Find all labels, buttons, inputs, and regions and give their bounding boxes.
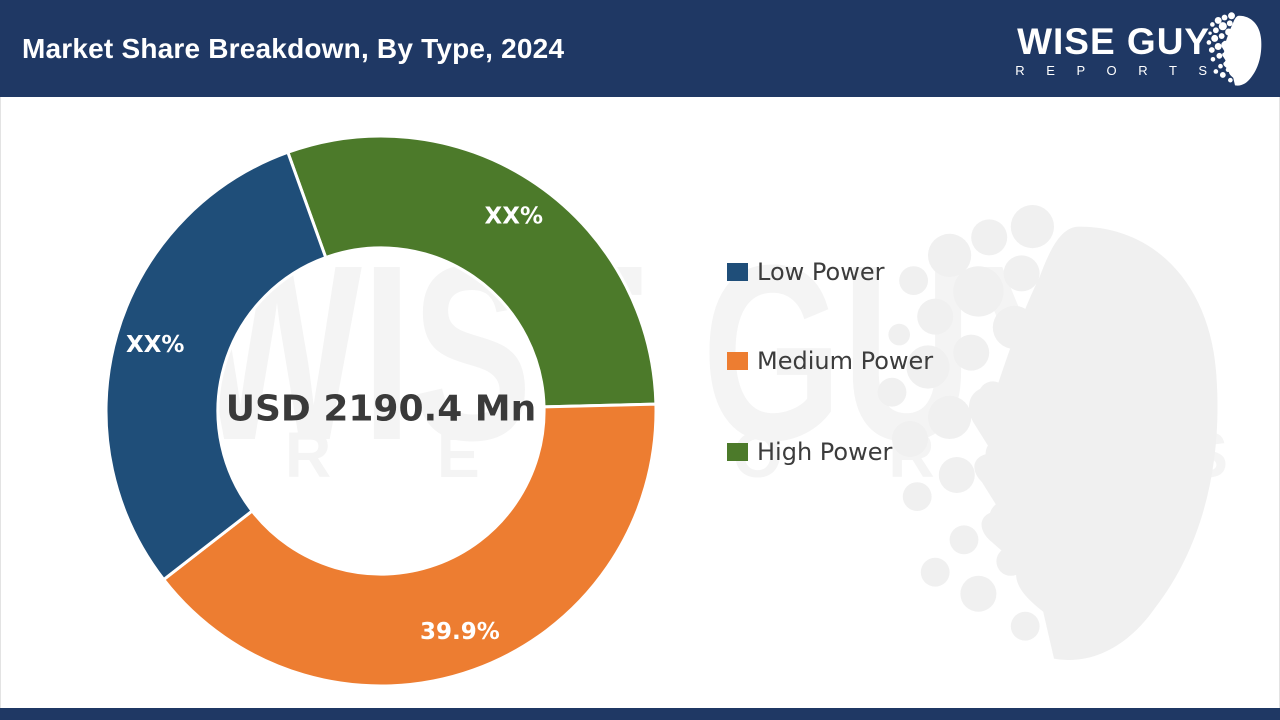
legend-item-low-power: Low Power [727,258,884,286]
legend-label-high-power: High Power [757,438,893,466]
legend-label-medium-power: Medium Power [757,347,934,375]
legend-item-medium-power: Medium Power [727,347,933,375]
footer-bar [0,708,1280,720]
brand-name: WISE GUY [1017,21,1211,62]
donut-slice-medium-power [162,402,658,688]
chart-center-value: USD 2190.4 Mn [225,388,537,430]
donut-slice-low-power [104,150,328,582]
header-bar: Market Share Breakdown, By Type, 2024 [0,0,1280,97]
legend-swatch-low-power [727,263,748,281]
watermark-face-icon [877,205,1218,660]
slice-value-label: XX% [126,332,185,358]
legend-swatch-high-power [727,443,748,461]
page-title: Market Share Breakdown, By Type, 2024 [22,32,565,64]
brand-logo: WISE GUY R E P O R T S [1011,10,1264,90]
brand-subtitle: R E P O R T S [1015,63,1216,78]
slice-value-label: XX% [485,203,544,229]
legend-label-low-power: Low Power [757,258,885,286]
donut-slice-high-power [286,134,658,409]
brand-face-icon [1206,12,1262,86]
legend-item-high-power: High Power [727,438,892,466]
legend-swatch-medium-power [727,352,748,370]
donut-chart: XX% 39.9% XX% [104,134,658,688]
slice-value-label: 39.9% [420,619,500,645]
brand-logo-text: WISE GUY R E P O R T S [1011,21,1216,79]
